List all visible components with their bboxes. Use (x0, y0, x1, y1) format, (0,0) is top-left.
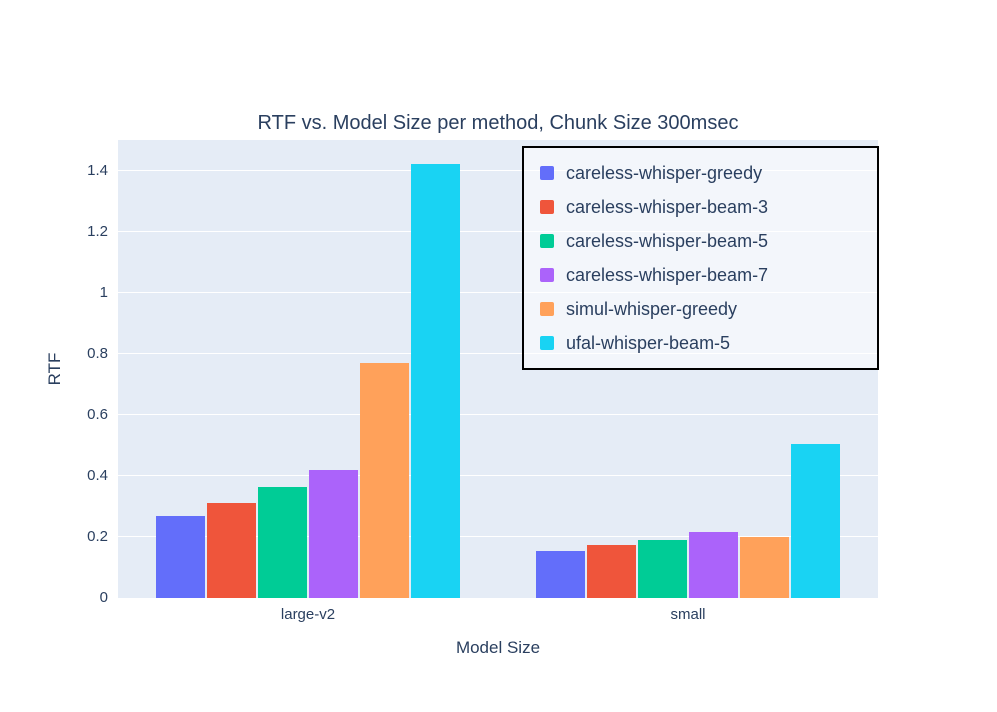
y-tick-label: 1 (99, 283, 108, 301)
bar-careless-whisper-beam-7-small (689, 532, 738, 598)
legend-marker-icon (540, 268, 554, 282)
gridline (118, 536, 878, 538)
gridline (118, 475, 878, 477)
y-tick-label: 0.4 (87, 466, 108, 484)
legend-item-careless-whisper-beam-3[interactable]: careless-whisper-beam-3 (524, 190, 877, 224)
legend-item-careless-whisper-beam-7[interactable]: careless-whisper-beam-7 (524, 258, 877, 292)
bar-careless-whisper-beam-5-small (638, 540, 687, 598)
legend-item-ufal-whisper-beam-5[interactable]: ufal-whisper-beam-5 (524, 326, 877, 360)
gridline (118, 231, 878, 233)
legend-label: careless-whisper-greedy (566, 162, 763, 183)
gridline (118, 597, 878, 599)
bar-simul-whisper-greedy-large-v2 (360, 362, 409, 598)
x-tick-label-small: small (670, 606, 706, 623)
bar-careless-whisper-greedy-small (536, 550, 585, 598)
bar-careless-whisper-beam-3-large-v2 (207, 503, 256, 598)
bar-careless-whisper-beam-7-large-v2 (309, 469, 358, 598)
legend-label: simul-whisper-greedy (566, 298, 738, 319)
legend-item-careless-whisper-greedy[interactable]: careless-whisper-greedy (524, 156, 877, 190)
bar-careless-whisper-beam-5-large-v2 (258, 486, 307, 598)
gridline (118, 353, 878, 355)
legend-label: careless-whisper-beam-5 (566, 230, 769, 251)
x-tick-label-large-v2: large-v2 (280, 606, 336, 623)
legend-marker-icon (540, 166, 554, 180)
gridline (118, 292, 878, 294)
legend-label: careless-whisper-beam-3 (566, 196, 769, 217)
bar-ufal-whisper-beam-5-small (791, 443, 840, 598)
legend-label: ufal-whisper-beam-5 (566, 332, 731, 353)
bar-careless-whisper-beam-3-small (587, 544, 636, 598)
bar-group-large-v2 (156, 164, 460, 598)
y-tick-label: 1.2 (87, 222, 108, 240)
legend-marker-icon (540, 336, 554, 350)
y-tick-label: 0.6 (87, 405, 108, 423)
y-tick-label: 0 (99, 589, 108, 606)
bar-careless-whisper-greedy-large-v2 (156, 515, 205, 598)
legend-item-simul-whisper-greedy[interactable]: simul-whisper-greedy (524, 292, 877, 326)
legend-marker-icon (540, 234, 554, 248)
bar-group-small (536, 443, 840, 598)
bar-simul-whisper-greedy-small (740, 536, 789, 598)
y-tick-label: 0.8 (87, 344, 108, 362)
y-tick-label: 1.4 (87, 161, 108, 179)
legend-marker-icon (540, 200, 554, 214)
gridline (118, 414, 878, 416)
bar-ufal-whisper-beam-5-large-v2 (411, 164, 460, 598)
chart-title: RTF vs. Model Size per method, Chunk Siz… (257, 112, 739, 134)
gridline (118, 170, 878, 172)
legend-label: careless-whisper-beam-7 (566, 264, 769, 285)
y-tick-label: 0.2 (87, 527, 108, 545)
x-axis-title: Model Size (455, 638, 541, 657)
legend: careless-whisper-greedy careless-whisper-… (522, 146, 879, 370)
legend-marker-icon (540, 302, 554, 316)
legend-item-careless-whisper-beam-5[interactable]: careless-whisper-beam-5 (524, 224, 877, 258)
